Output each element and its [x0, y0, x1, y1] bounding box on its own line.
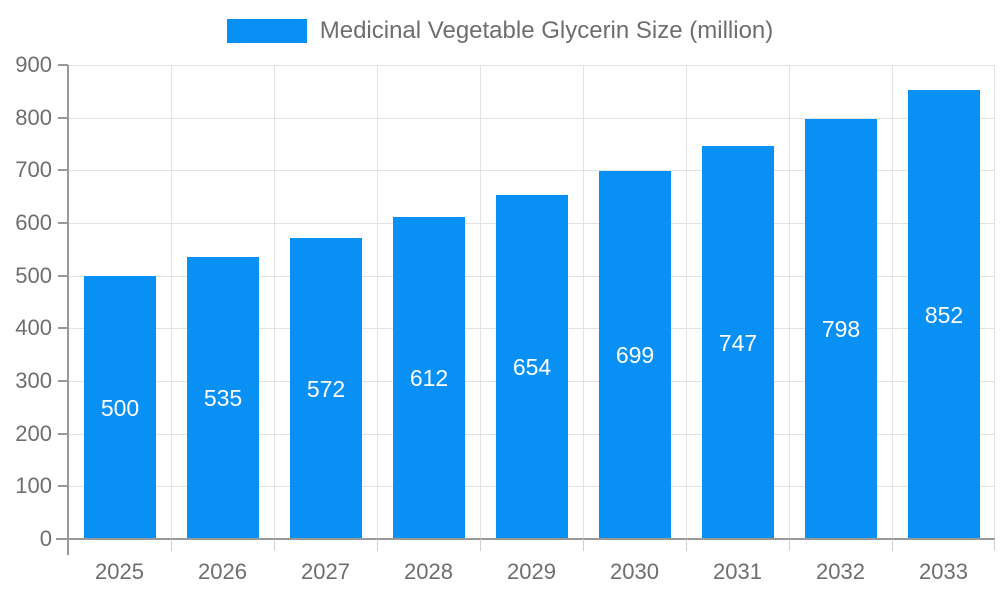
y-tick [58, 485, 68, 487]
bar-value-label: 612 [409, 365, 449, 391]
y-tick-label: 800 [15, 105, 52, 130]
x-tick [892, 539, 893, 551]
y-tick [58, 327, 68, 329]
y-tick-label: 0 [39, 526, 52, 551]
x-tick-label: 2033 [919, 559, 968, 584]
gridline-vertical [480, 65, 481, 539]
bar-value-label: 699 [615, 342, 655, 368]
bar-2030 [599, 171, 671, 539]
gridline-vertical [583, 65, 584, 539]
gridline-horizontal [68, 170, 995, 171]
x-tick-label: 2025 [95, 559, 144, 584]
x-tick-label: 2030 [610, 559, 659, 584]
y-tick [58, 433, 68, 435]
bar-value-label: 535 [203, 385, 243, 411]
y-tick-label: 900 [15, 52, 52, 77]
gridline-horizontal [68, 118, 995, 119]
y-tick [58, 538, 68, 540]
bar-2026 [187, 257, 259, 539]
plot-area: 500 535 572 612 654 699 747 798 852 0 100 200 300 400… [15, 52, 995, 584]
y-tick-label: 200 [15, 421, 52, 446]
y-tick-label: 600 [15, 210, 52, 235]
y-tick-label: 100 [15, 473, 52, 498]
x-tick [480, 539, 481, 551]
x-tick-label: 2029 [507, 559, 556, 584]
y-tick [58, 169, 68, 171]
gridline-horizontal [68, 65, 995, 66]
y-tick-label: 700 [15, 157, 52, 182]
x-tick-label: 2026 [198, 559, 247, 584]
x-axis-line [56, 538, 995, 540]
y-tick-label: 300 [15, 368, 52, 393]
y-tick [58, 380, 68, 382]
bar-value-label: 852 [924, 302, 964, 328]
gridline-vertical [789, 65, 790, 539]
gridline-vertical [171, 65, 172, 539]
bar-2027 [290, 238, 362, 539]
gridline-vertical [377, 65, 378, 539]
x-tick-label: 2028 [404, 559, 453, 584]
y-axis-line [67, 65, 69, 555]
gridline-vertical [892, 65, 893, 539]
bar-value-label: 572 [306, 376, 346, 402]
bar-value-label: 747 [718, 330, 758, 356]
gridline-vertical [274, 65, 275, 539]
y-tick-label: 500 [15, 263, 52, 288]
x-tick [789, 539, 790, 551]
x-tick-label: 2027 [301, 559, 350, 584]
x-tick-label: 2031 [713, 559, 762, 584]
x-tick-label: 2032 [816, 559, 865, 584]
y-tick [58, 117, 68, 119]
x-tick [274, 539, 275, 551]
x-tick [994, 539, 995, 551]
bar-value-label: 654 [512, 354, 552, 380]
bar-2031 [702, 146, 774, 539]
legend-swatch [226, 19, 307, 43]
legend-label: Medicinal Vegetable Glycerin Size (milli… [319, 17, 774, 44]
bar-2029 [496, 195, 568, 539]
y-tick [58, 64, 68, 66]
y-tick [58, 222, 68, 224]
y-tick [58, 275, 68, 277]
x-tick [171, 539, 172, 551]
x-tick [377, 539, 378, 551]
y-tick-label: 400 [15, 315, 52, 340]
bar-2032 [805, 119, 877, 539]
bar-value-label: 798 [821, 316, 861, 342]
bar-2028 [393, 217, 465, 539]
bar-value-label: 500 [100, 395, 140, 421]
chart-legend: Medicinal Vegetable Glycerin Size (milli… [0, 17, 1000, 45]
bar-2025 [84, 276, 156, 539]
bar-2033 [908, 90, 980, 539]
x-tick [686, 539, 687, 551]
x-tick [583, 539, 584, 551]
gridline-vertical [994, 65, 995, 539]
gridline-vertical [686, 65, 687, 539]
